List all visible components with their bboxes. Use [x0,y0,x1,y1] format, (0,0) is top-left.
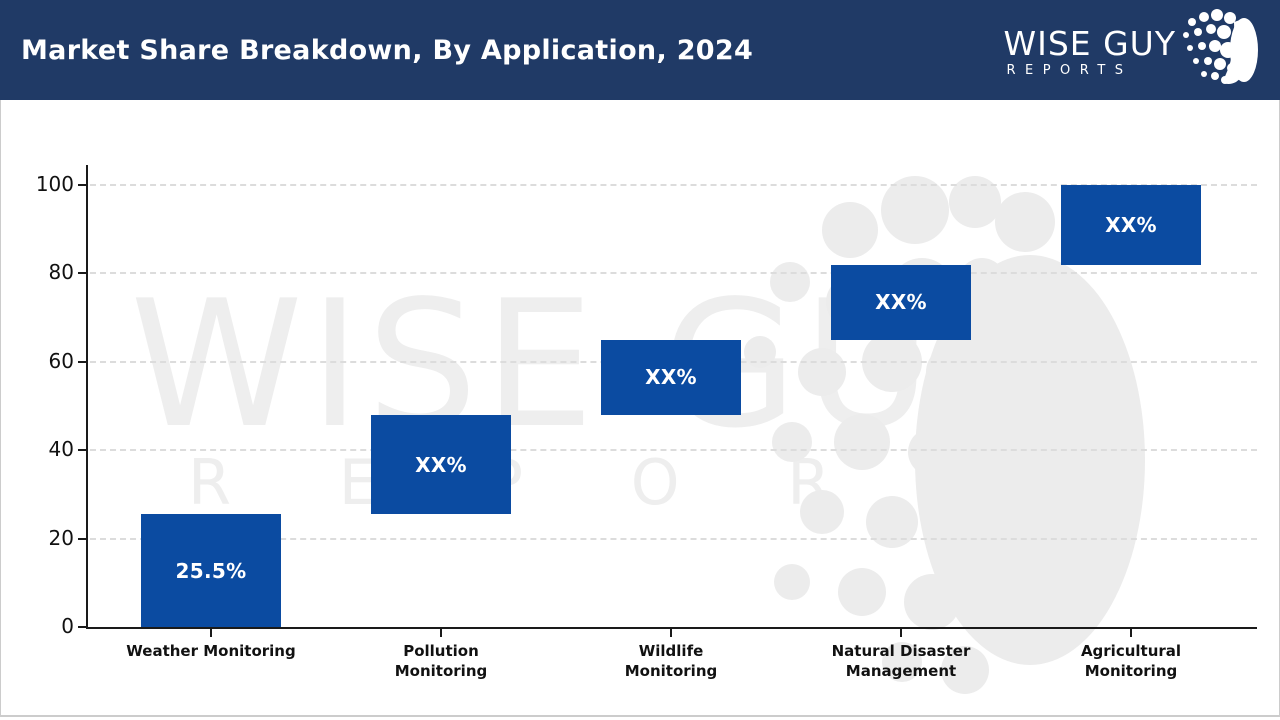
bar-value-label: XX% [1105,212,1157,237]
x-axis [86,627,1257,629]
y-tick-mark [78,537,86,540]
x-tick-mark [210,629,212,637]
y-tick-label: 40 [48,437,74,462]
y-tick-label: 80 [48,260,74,285]
bar: XX% [1061,185,1201,265]
category-label: Pollution Monitoring [394,642,488,680]
grid-line [90,449,1257,452]
logo-wordmark: WISE GUY [1003,24,1176,63]
bar: XX% [831,264,971,340]
chart: WISE GUY R E P O R T S 0 20 40 60 80 100 25.5%… [0,100,1280,720]
y-tick-mark [78,449,86,452]
y-tick-mark [78,360,86,363]
logo-head-icon [1178,8,1262,96]
category-label: Natural Disaster Management [831,642,971,680]
page-title: Market Share Breakdown, By Application, … [21,34,754,66]
category-label: Agricultural Monitoring [1080,642,1182,680]
x-tick-mark [440,629,442,637]
y-axis [86,165,88,629]
bar-value-label: XX% [875,290,927,315]
y-tick-label: 0 [61,614,74,638]
logo-text: WISE GUY REPORTS [1003,27,1176,77]
grid-line [90,272,1257,275]
y-tick-mark [78,272,86,275]
category-label: Weather Monitoring [126,642,296,660]
bar: XX% [371,414,511,515]
header: Market Share Breakdown, By Application, … [0,0,1280,100]
x-tick-mark [670,629,672,637]
x-tick-mark [1130,629,1132,637]
logo: WISE GUY REPORTS [1003,8,1262,96]
bar-value-label: 25.5% [175,558,247,583]
bar-value-label: XX% [415,452,467,477]
grid-line [90,184,1257,186]
x-tick-mark [900,629,902,637]
y-tick-label: 20 [48,525,74,550]
watermark-head-icon [700,170,1170,719]
y-tick-mark [78,184,86,186]
logo-subtitle: REPORTS [1006,63,1133,78]
y-tick-label: 100 [35,172,74,196]
y-tick-mark [78,626,86,628]
bar-value-label: XX% [645,365,697,390]
y-tick-label: 60 [48,348,74,373]
bar: 25.5% [141,514,281,627]
category-label: Wildlife Monitoring [624,642,718,680]
bar: XX% [601,339,741,415]
grid-line [90,537,1257,540]
